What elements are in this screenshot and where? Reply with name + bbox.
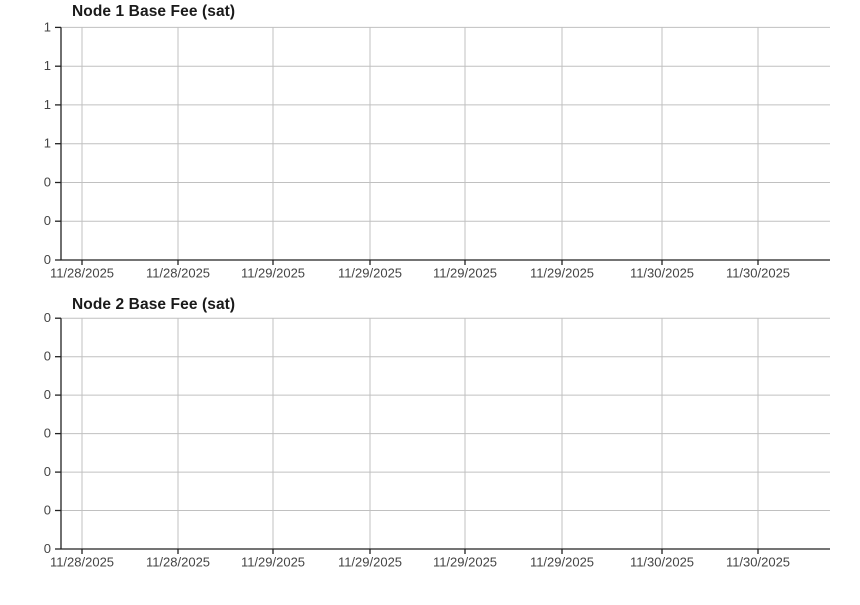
svg-text:11/29/2025: 11/29/2025 [338,266,402,281]
svg-text:0: 0 [44,175,51,190]
svg-text:11/29/2025: 11/29/2025 [433,266,497,281]
svg-text:11/30/2025: 11/30/2025 [726,555,790,570]
svg-text:0: 0 [44,464,51,479]
svg-text:11/29/2025: 11/29/2025 [530,266,594,281]
svg-text:11/29/2025: 11/29/2025 [241,266,305,281]
svg-text:11/30/2025: 11/30/2025 [630,266,694,281]
svg-text:11/28/2025: 11/28/2025 [146,266,210,281]
svg-text:1: 1 [44,97,51,112]
svg-text:0: 0 [44,310,51,325]
svg-text:11/29/2025: 11/29/2025 [530,555,594,570]
svg-text:0: 0 [44,349,51,364]
svg-text:11/29/2025: 11/29/2025 [433,555,497,570]
svg-text:11/28/2025: 11/28/2025 [50,555,114,570]
svg-text:0: 0 [44,426,51,441]
svg-text:11/28/2025: 11/28/2025 [146,555,210,570]
svg-text:11/30/2025: 11/30/2025 [726,266,790,281]
svg-text:1: 1 [44,58,51,73]
svg-text:11/30/2025: 11/30/2025 [630,555,694,570]
svg-text:11/29/2025: 11/29/2025 [338,555,402,570]
svg-text:0: 0 [44,213,51,228]
svg-text:0: 0 [44,387,51,402]
svg-text:11/28/2025: 11/28/2025 [50,266,114,281]
svg-text:1: 1 [44,136,51,151]
svg-text:11/29/2025: 11/29/2025 [241,555,305,570]
svg-text:0: 0 [44,503,51,518]
svg-text:1: 1 [44,19,51,34]
